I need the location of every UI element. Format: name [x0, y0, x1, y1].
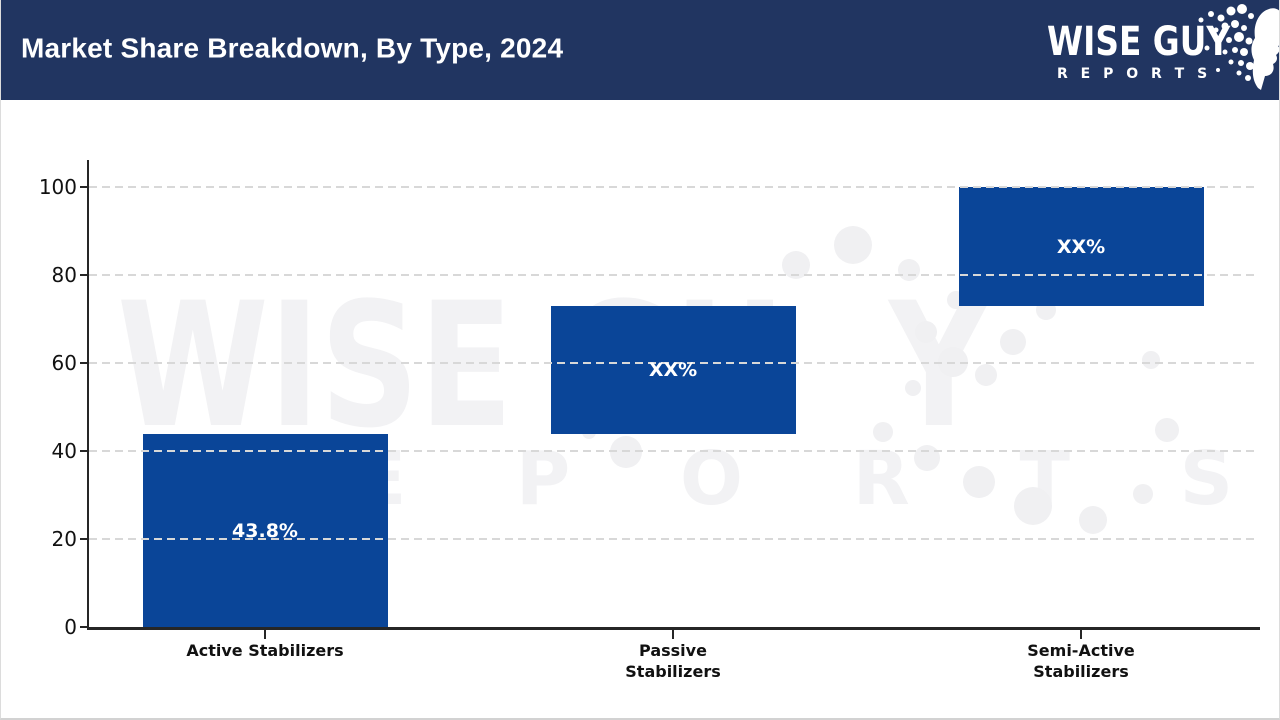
y-tick-label: 80: [51, 263, 77, 287]
y-axis-spine: [87, 160, 89, 629]
bar-value-label: XX%: [648, 359, 698, 382]
bar: [550, 306, 796, 435]
x-category-label: Active Stabilizers: [186, 641, 344, 660]
x-category-label: Passive Stabilizers: [625, 641, 721, 681]
y-tick-label: 40: [51, 439, 77, 463]
bar-value-label: XX%: [1056, 235, 1106, 258]
x-tick: [672, 630, 674, 639]
y-tick: [80, 362, 89, 364]
wise-guy-reports-logo: WISE GUY R E P O R T S: [1047, 4, 1279, 90]
header-banner: Market Share Breakdown, By Type, 2024 WI…: [1, 0, 1279, 100]
x-tick: [1080, 630, 1082, 639]
logo-wordmark: WISE GUY R E P O R T S: [1047, 18, 1231, 82]
gridline: [89, 362, 1259, 364]
logo-brand-text: WISE GUY: [1047, 18, 1231, 65]
bar: [142, 434, 388, 627]
y-tick: [80, 186, 89, 188]
x-category-label: Semi-Active Stabilizers: [1027, 641, 1135, 681]
x-axis-spine: [87, 627, 1260, 630]
y-tick-label: 0: [64, 615, 77, 639]
y-tick: [80, 538, 89, 540]
y-tick: [80, 450, 89, 452]
y-tick-label: 60: [51, 351, 77, 375]
logo-face-dots-icon: [1198, 4, 1279, 90]
logo-sub-text: R E P O R T S: [1057, 66, 1211, 82]
y-tick: [80, 274, 89, 276]
bar: [958, 187, 1204, 307]
logo-face-profile-icon: [1251, 8, 1279, 90]
gridline: [89, 538, 1259, 540]
y-tick: [80, 626, 89, 628]
gridline: [89, 186, 1259, 188]
bar-value-label: 43.8%: [232, 519, 298, 542]
gridline: [89, 274, 1259, 276]
page-title: Market Share Breakdown, By Type, 2024: [21, 32, 564, 64]
y-tick-label: 20: [51, 527, 77, 551]
x-tick: [264, 630, 266, 639]
gridline: [89, 450, 1259, 452]
y-tick-label: 100: [38, 175, 77, 199]
